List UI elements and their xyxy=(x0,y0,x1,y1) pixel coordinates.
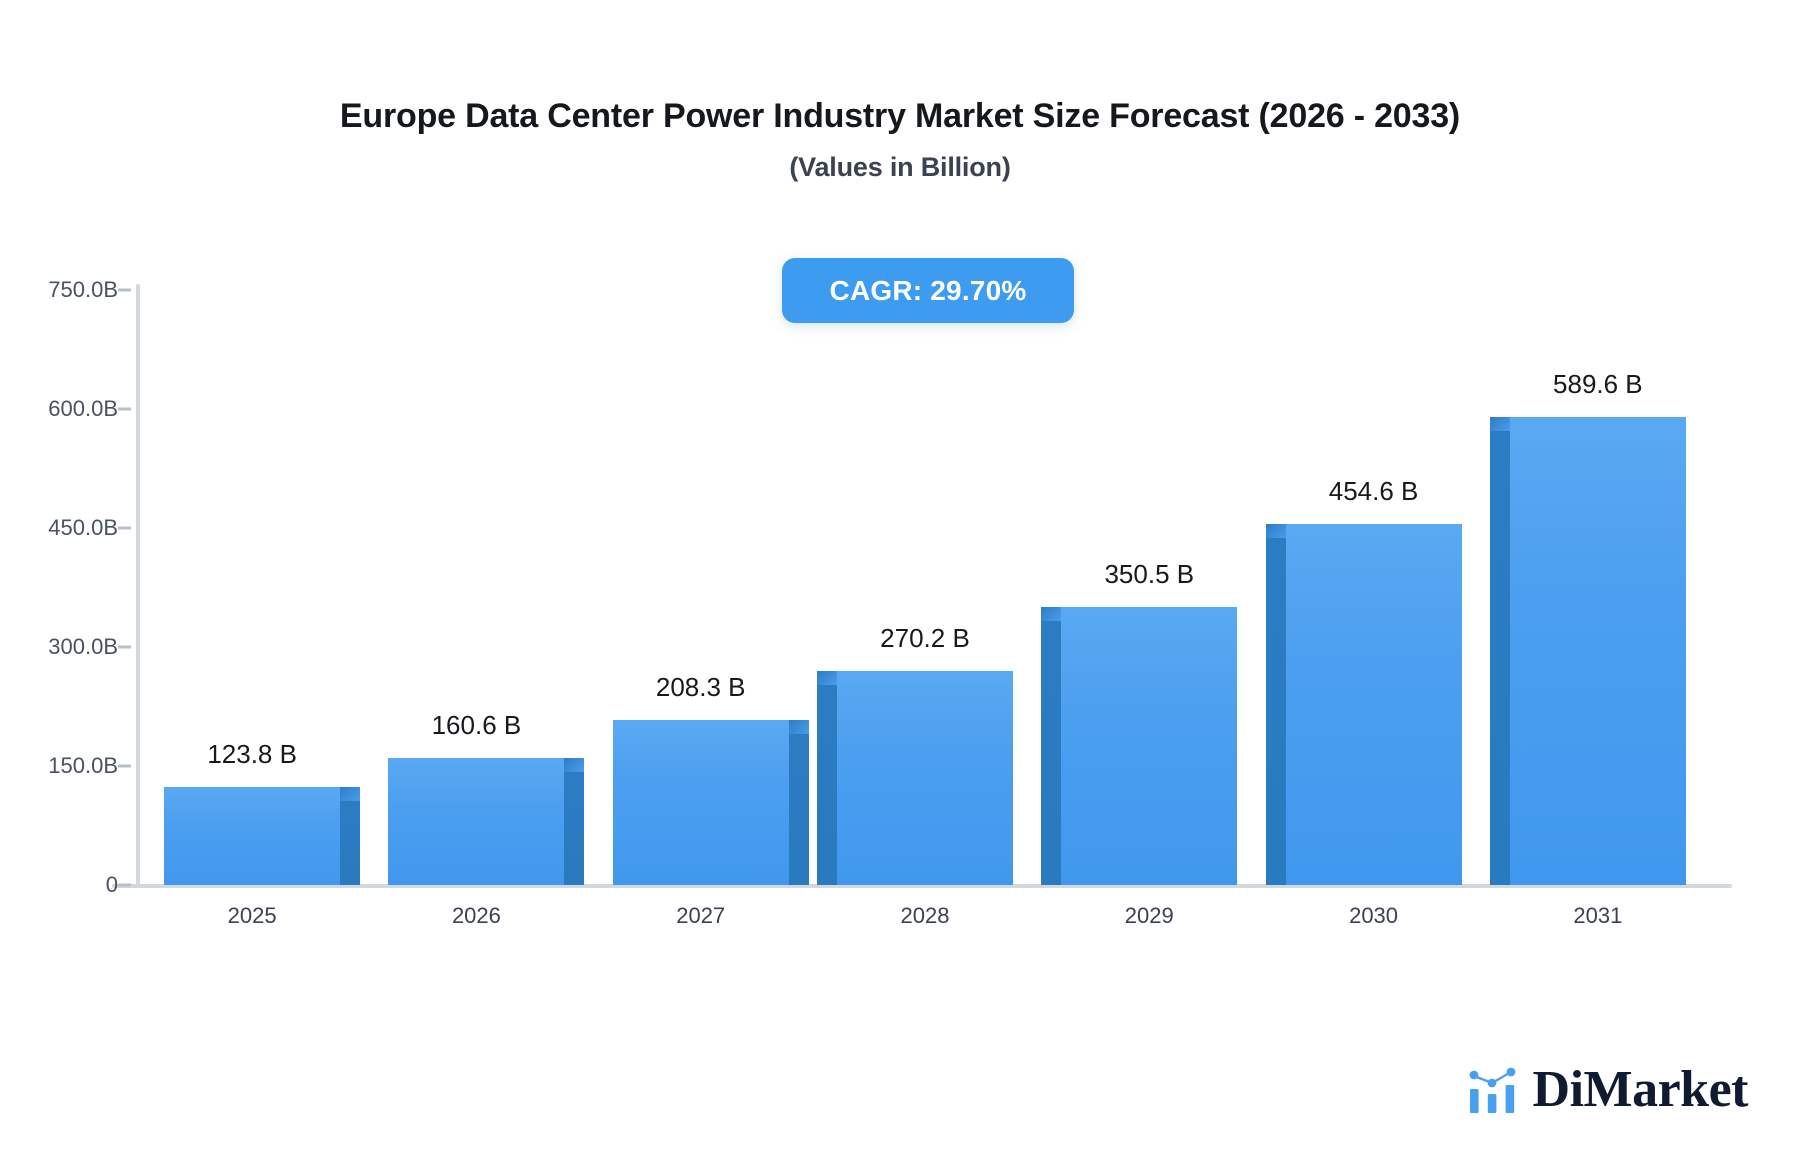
bar-depth-side xyxy=(1041,620,1062,885)
bar-value-label: 350.5 B xyxy=(1104,558,1195,589)
cagr-badge: CAGR: 29.70% xyxy=(782,258,1074,323)
bar-depth-side xyxy=(564,771,585,885)
bar-value-label: 123.8 B xyxy=(207,738,297,769)
bar-chart-logo-icon xyxy=(1469,1067,1515,1113)
bar-depth-side xyxy=(1489,431,1510,885)
x-axis-tick-label: 2029 xyxy=(1124,903,1174,928)
y-axis-tick-mark xyxy=(118,407,131,411)
y-axis-tick-label: 750.0B xyxy=(48,277,118,302)
x-axis-tick-label: 2027 xyxy=(676,903,726,928)
bar-2031 xyxy=(1489,417,1686,885)
y-axis-tick-mark xyxy=(118,883,131,887)
bar-value-label: 589.6 B xyxy=(1553,369,1643,400)
x-axis-tick-label: 2026 xyxy=(451,903,501,928)
x-axis-line xyxy=(112,884,1732,888)
bar-depth-side xyxy=(340,800,361,885)
bar-face xyxy=(837,670,1013,885)
bar-2027 xyxy=(612,719,809,885)
bar-face xyxy=(1061,606,1238,885)
chart-subtitle: (Values in Billion) xyxy=(789,152,1011,183)
bar-depth-bevel xyxy=(1489,417,1510,432)
y-axis-tick-label: 150.0B xyxy=(48,753,118,778)
y-axis-line xyxy=(136,284,140,886)
y-axis-tick-label: 0 xyxy=(105,872,118,897)
cagr-badge-label: CAGR: 29.70% xyxy=(829,274,1027,306)
logo-text: DiMarket xyxy=(1532,1061,1749,1118)
bar-depth-bevel xyxy=(817,670,837,685)
bar-face xyxy=(1509,417,1686,885)
bar-2025 xyxy=(164,786,361,885)
bar-value-label: 208.3 B xyxy=(655,671,746,702)
x-axis-tick-label: 2025 xyxy=(227,903,277,928)
y-axis-tick-label: 600.0B xyxy=(48,396,118,421)
bar-depth-side xyxy=(817,684,837,885)
title-block: Europe Data Center Power Industry Market… xyxy=(0,96,1800,183)
bar-face xyxy=(388,757,565,885)
bar-value-label: 270.2 B xyxy=(880,622,970,653)
bar-face xyxy=(612,719,789,885)
bar-2029 xyxy=(1041,606,1238,885)
bar-depth-bevel xyxy=(1041,606,1062,621)
bar-depth-bevel xyxy=(564,757,585,772)
bar-face xyxy=(1285,524,1462,885)
y-axis-tick-label: 450.0B xyxy=(48,515,118,540)
bar-depth-side xyxy=(1265,538,1286,885)
y-axis-tick-label: 300.0B xyxy=(48,634,118,659)
bar-face xyxy=(164,786,341,885)
bar-2026 xyxy=(388,757,585,885)
dimarket-logo: DiMarket xyxy=(1467,1061,1749,1118)
x-axis-tick-label: 2028 xyxy=(900,903,950,928)
bar-depth-side xyxy=(788,733,809,885)
y-axis-tick-mark xyxy=(118,526,131,530)
bar-2030 xyxy=(1265,524,1462,885)
bar-value-label: 160.6 B xyxy=(431,709,522,740)
bar-depth-bevel xyxy=(340,786,361,801)
y-axis-tick-mark xyxy=(118,764,131,768)
x-axis-tick-label: 2030 xyxy=(1349,903,1399,928)
bar-2028 xyxy=(817,670,1013,885)
y-axis-tick-mark xyxy=(118,645,131,649)
bar-depth-bevel xyxy=(1265,524,1286,539)
bar-value-label: 454.6 B xyxy=(1328,476,1419,507)
bar-depth-bevel xyxy=(788,719,809,734)
y-axis-tick-mark xyxy=(118,288,131,292)
x-axis-tick-label: 2031 xyxy=(1573,903,1623,928)
page-title: Europe Data Center Power Industry Market… xyxy=(339,97,1461,135)
